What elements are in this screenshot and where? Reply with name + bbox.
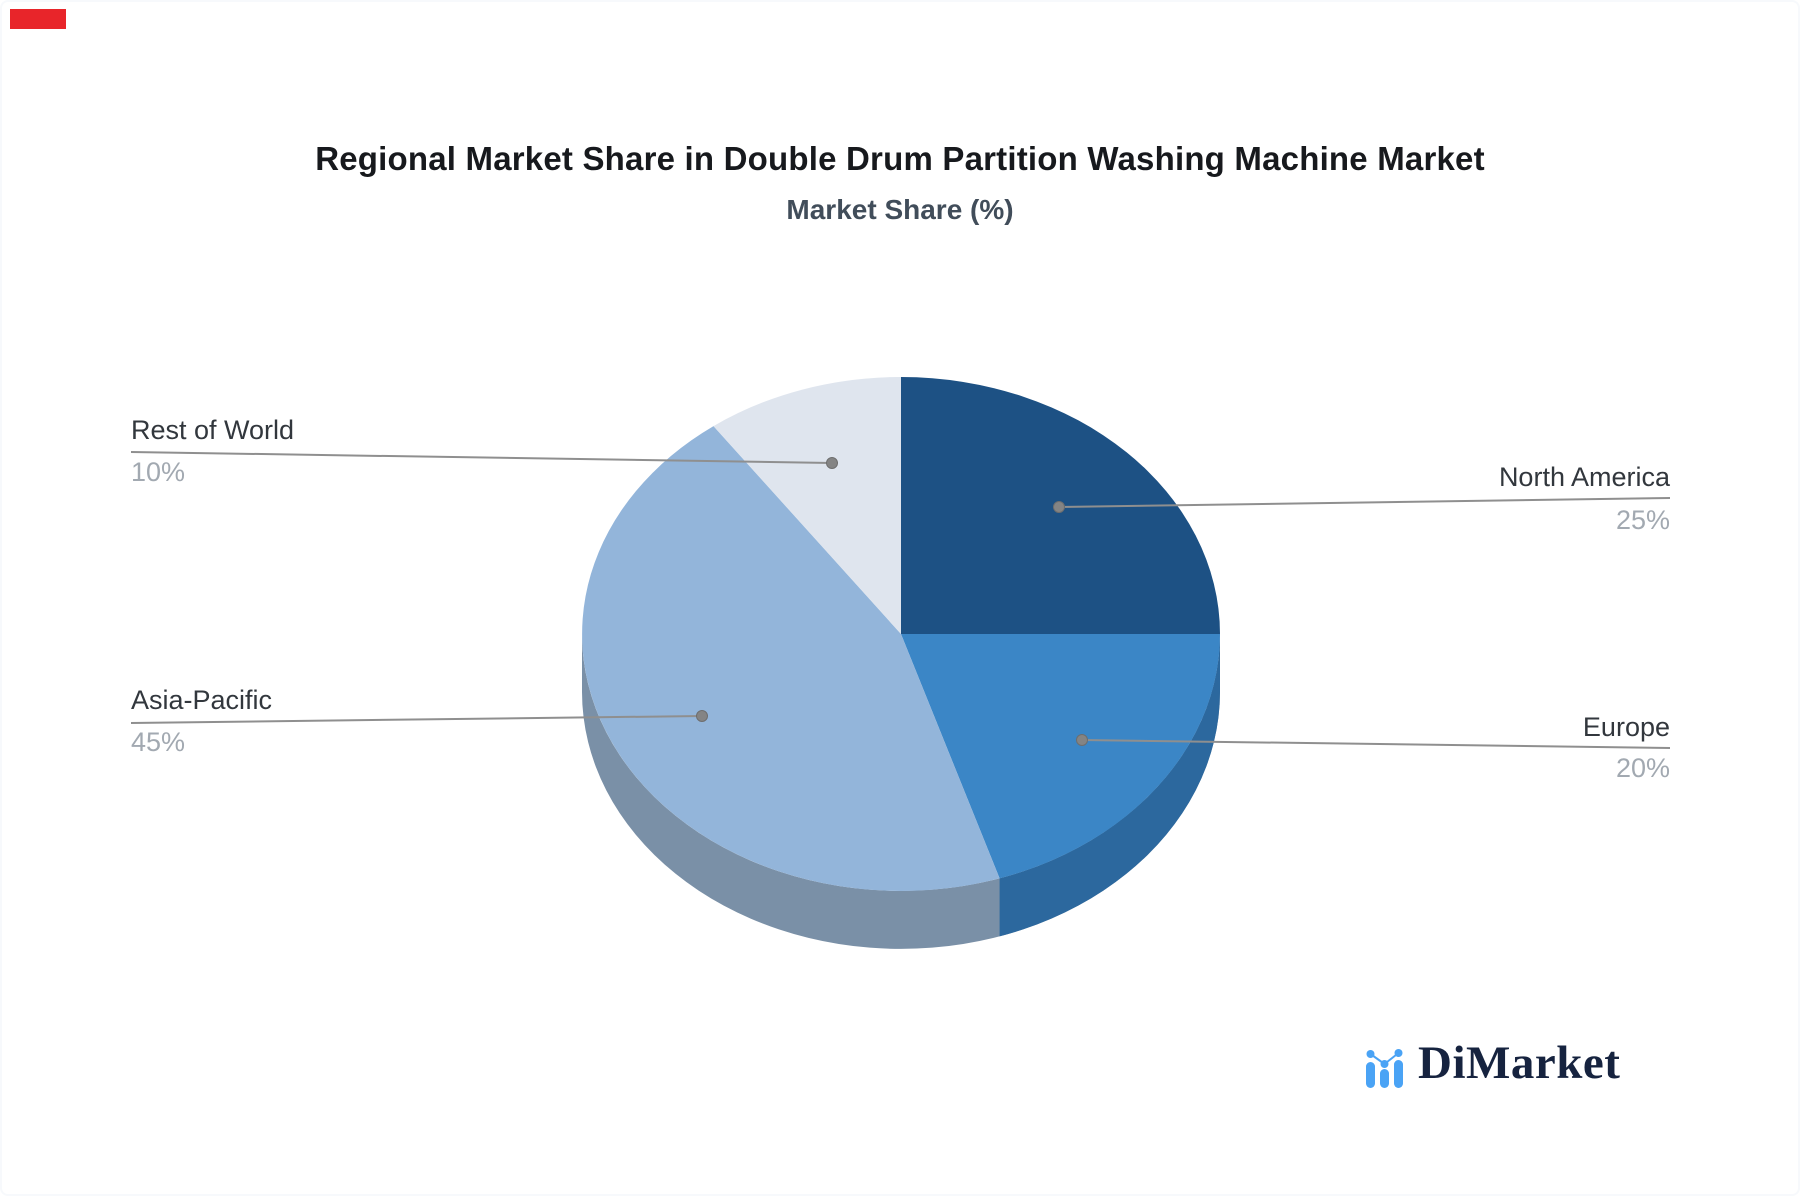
label-rest-of-world-name: Rest of World [131,415,295,445]
leader-dot-rest-of-world [826,457,838,469]
label-north-america-pct-wrap: 25% [1616,504,1670,536]
bar-line-chart-icon [1366,1049,1403,1088]
chart-title: Regional Market Share in Double Drum Par… [315,140,1485,177]
label-asia-pacific-pct: 45% [131,727,186,757]
label-europe-pct: 20% [1615,753,1670,783]
label-europe: Europe [1583,711,1670,743]
slice-asia-pacific[interactable] [582,426,1000,891]
leader-dot-north-america [1053,501,1065,513]
label-europe-name: Europe [1582,712,1670,742]
label-rest-of-world: Rest of World [131,414,294,446]
leader-dot-asia-pacific [696,710,708,722]
dimarket-logo: DiMarket [1362,1038,1620,1088]
label-asia-pacific-pct-wrap: 45% [131,726,185,758]
chart-subtitle: Market Share (%) [786,194,1014,225]
leader-line-north-america [1058,497,1671,508]
leader-dot-europe [1076,734,1088,746]
leader-line-asia-pacific [130,715,703,724]
label-europe-pct-wrap: 20% [1616,752,1670,784]
red-marker [10,9,66,29]
slice-rest-of-world[interactable] [713,377,902,634]
slice-europe[interactable] [901,634,1220,879]
leader-line-europe [1081,739,1671,749]
leader-line-rest-of-world [130,451,833,464]
label-north-america-name: North America [1498,462,1670,492]
label-asia-pacific: Asia-Pacific [131,684,272,716]
label-north-america: North America [1499,461,1670,493]
label-rest-of-world-pct-wrap: 10% [131,456,185,488]
dimarket-logo-text: DiMarket [1418,1037,1621,1089]
label-asia-pacific-name: Asia-Pacific [131,685,273,715]
label-rest-of-world-pct: 10% [131,457,186,487]
pie-rim-europe [999,634,1220,937]
label-north-america-pct: 25% [1615,505,1670,535]
